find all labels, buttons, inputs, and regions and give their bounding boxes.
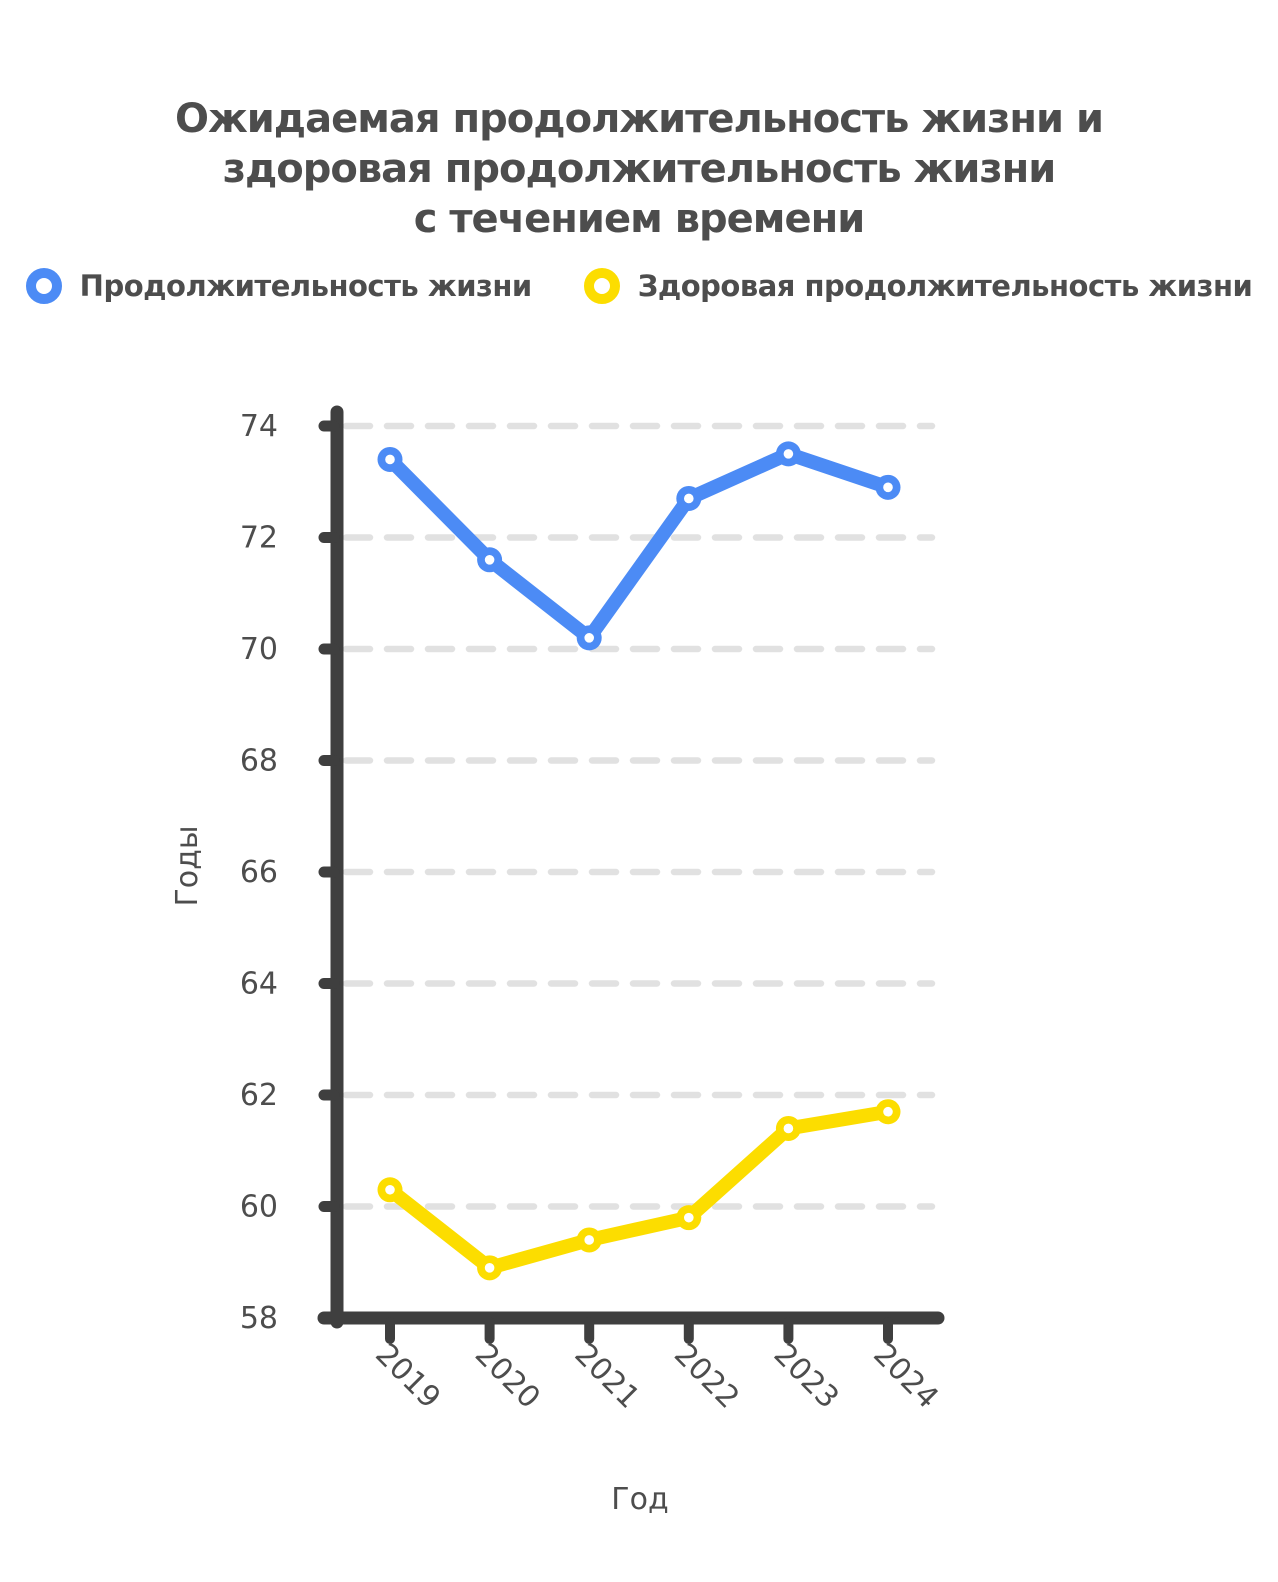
legend-ring-blue-icon [25, 268, 62, 304]
x-tick-label-2019: 2019 [368, 1337, 447, 1416]
data-point-hole-1-2024 [883, 1106, 893, 1117]
y-tick-label-74: 74 [240, 409, 278, 444]
chart-title-line-2: здоровая продолжительность жизни [222, 146, 1057, 192]
legend-label-life-expectancy: Продолжительность жизни [79, 269, 533, 303]
data-point-hole-1-2023 [783, 1123, 794, 1134]
y-tick-label-68: 68 [240, 744, 278, 779]
data-point-hole-0-2019 [385, 454, 395, 465]
data-point-hole-0-2020 [484, 555, 495, 565]
x-tick-label-2024: 2024 [866, 1337, 945, 1416]
y-tick-label-64: 64 [240, 967, 278, 1002]
data-point-hole-0-2023 [783, 449, 794, 459]
data-point-hole-1-2020 [484, 1263, 495, 1273]
series-line-1 [383, 1104, 895, 1275]
y-tick-label-60: 60 [240, 1190, 278, 1225]
data-point-hole-1-2022 [684, 1212, 694, 1223]
data-point-hole-1-2019 [385, 1184, 395, 1195]
chart-title: Ожидаемая продолжительность жизни и здор… [0, 94, 1278, 244]
chart-title-line-1: Ожидаемая продолжительность жизни и [174, 96, 1104, 142]
y-tick-label-62: 62 [240, 1078, 278, 1113]
x-axis-label: Год [611, 1482, 669, 1517]
legend: Продолжительность жизни Здоровая продолж… [0, 268, 1278, 304]
series-line-0 [383, 446, 895, 645]
x-tick-label-2023: 2023 [767, 1337, 846, 1416]
y-tick-label-66: 66 [240, 855, 278, 890]
data-point-hole-0-2021 [584, 633, 594, 643]
legend-label-healthy-life-expectancy: Здоровая продолжительность жизни [637, 269, 1253, 303]
legend-ring-yellow-icon [583, 268, 620, 304]
data-point-hole-1-2021 [584, 1235, 594, 1245]
legend-item-healthy-life-expectancy: Здоровая продолжительность жизни [583, 268, 1253, 304]
x-tick-label-2020: 2020 [468, 1337, 547, 1416]
x-tick-label-2022: 2022 [667, 1337, 746, 1416]
y-tick-label-72: 72 [240, 521, 278, 556]
chart-title-line-3: с течением времени [413, 196, 866, 242]
y-axis-label: Годы [170, 825, 205, 907]
data-point-hole-0-2022 [684, 493, 694, 504]
y-tick-label-70: 70 [240, 632, 278, 667]
y-tick-label-58: 58 [240, 1301, 278, 1336]
legend-item-life-expectancy: Продолжительность жизни [25, 268, 533, 304]
x-tick-label-2021: 2021 [568, 1337, 647, 1416]
data-point-hole-0-2024 [883, 482, 893, 493]
